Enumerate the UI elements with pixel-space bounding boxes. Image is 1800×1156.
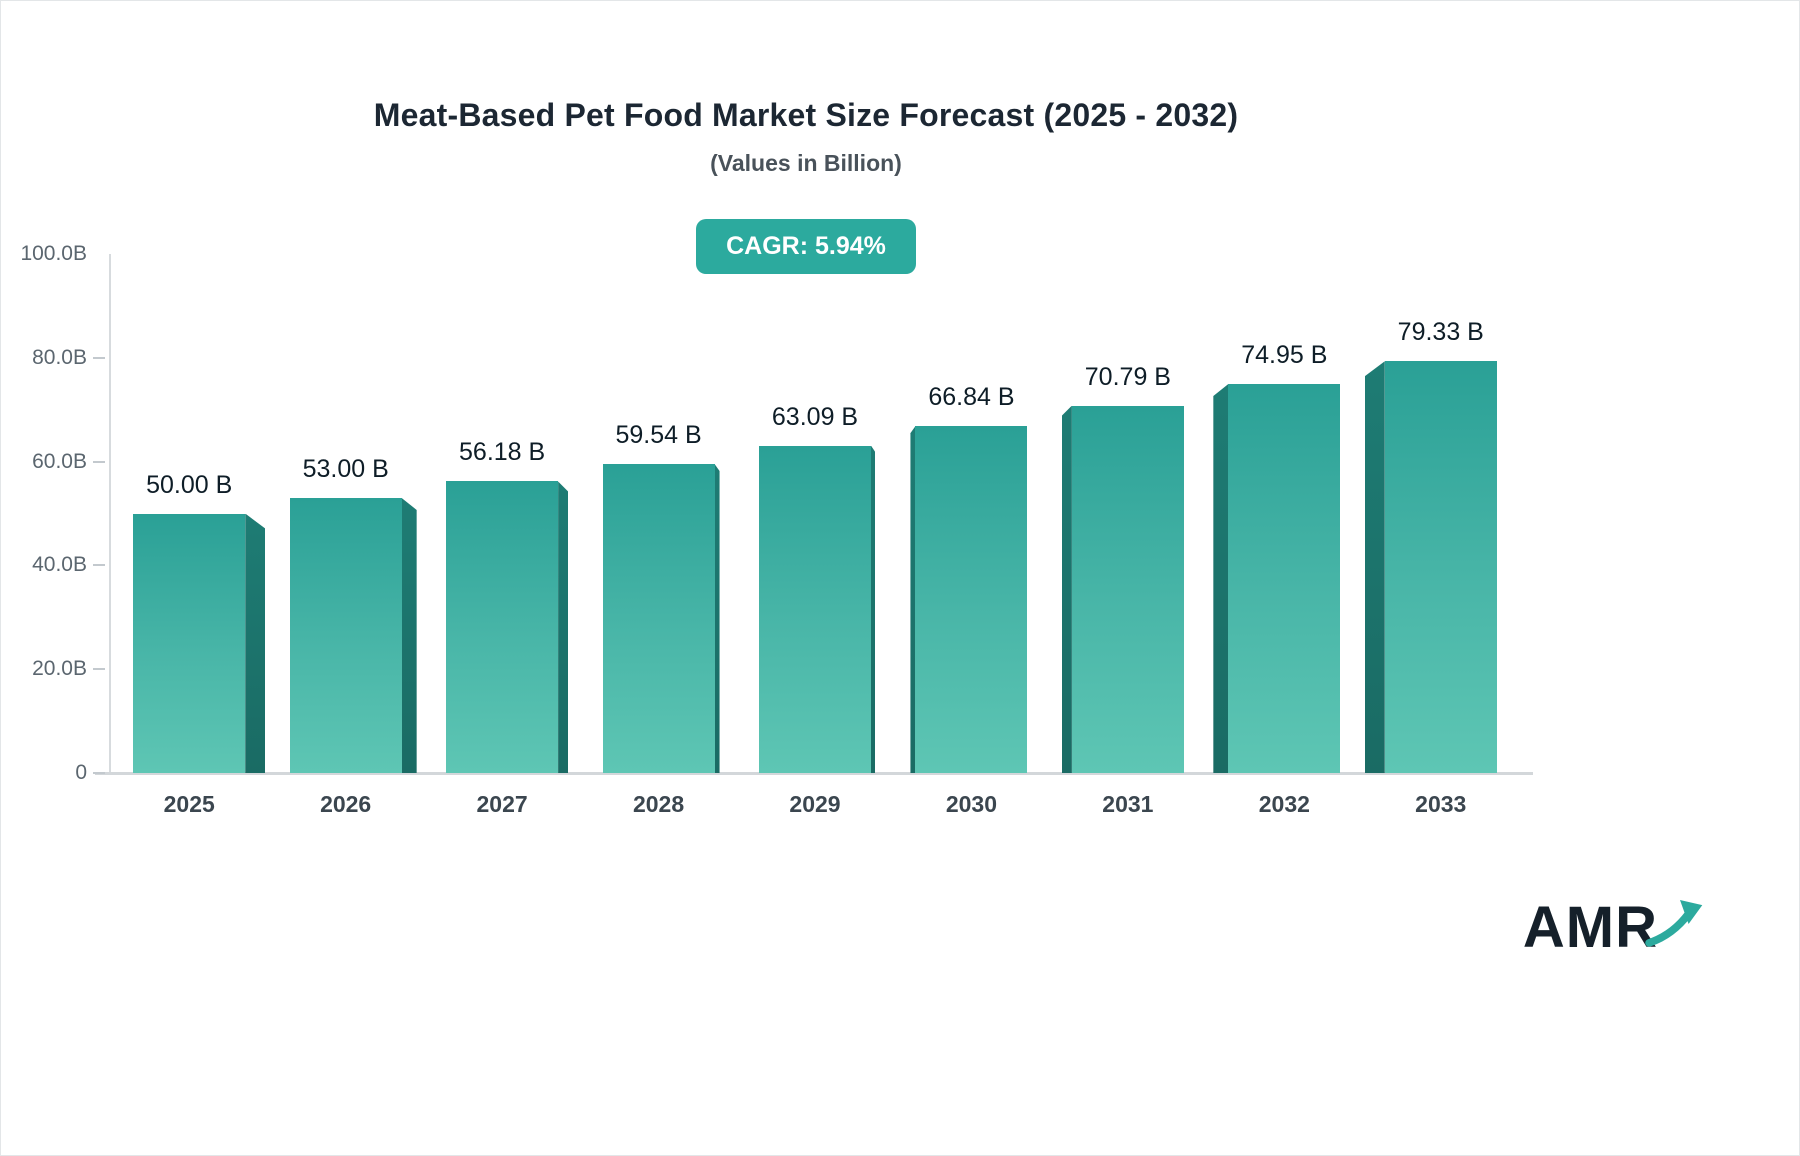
cagr-badge: CAGR: 5.94% bbox=[696, 219, 916, 274]
bar-side-face bbox=[871, 445, 875, 773]
bar-group: 50.00 B bbox=[133, 471, 266, 773]
bar-group: 66.84 B bbox=[910, 383, 1028, 773]
bar-value-label: 50.00 B bbox=[146, 470, 233, 499]
y-tick-mark bbox=[93, 460, 105, 463]
logo: AMR bbox=[1523, 894, 1704, 961]
bar-value-label: 53.00 B bbox=[302, 454, 389, 483]
bar bbox=[915, 426, 1028, 773]
bar-group: 59.54 B bbox=[602, 421, 720, 773]
y-tick-label: 100.0B bbox=[20, 242, 87, 265]
bar-group: 74.95 B bbox=[1213, 341, 1341, 773]
bar bbox=[1071, 405, 1184, 773]
bar bbox=[1228, 384, 1341, 773]
bar-side-face bbox=[1061, 405, 1072, 773]
y-tick-label: 20.0B bbox=[32, 657, 87, 681]
bar-value-label: 74.95 B bbox=[1241, 341, 1328, 370]
bar-group: 56.18 B bbox=[446, 438, 569, 773]
x-tick-label: 2025 bbox=[163, 791, 215, 817]
x-axis-line bbox=[95, 772, 1533, 775]
bar-side-face bbox=[714, 464, 720, 773]
chart-title: Meat-Based Pet Food Market Size Forecast… bbox=[373, 97, 1239, 133]
plot-area: 100.0B 80.0B 60.0B 40.0B 20.0B 0 50.00 B 2025 53… bbox=[20, 242, 1533, 817]
x-tick-label: 2033 bbox=[1415, 791, 1467, 817]
y-tick-label: 40.0B bbox=[32, 553, 87, 577]
y-tick-mark bbox=[93, 564, 105, 567]
y-tick-mark bbox=[93, 668, 105, 671]
bar-value-label: 70.79 B bbox=[1084, 362, 1171, 391]
bar-side-face bbox=[245, 513, 266, 773]
y-axis-line bbox=[109, 254, 111, 773]
x-tick-label: 2027 bbox=[476, 791, 528, 817]
y-tick-label: 60.0B bbox=[32, 449, 87, 473]
logo-text: AMR bbox=[1522, 895, 1658, 960]
y-tick-label: 0 bbox=[75, 761, 87, 784]
bar bbox=[133, 513, 246, 773]
chart-subtitle: (Values in Billion) bbox=[710, 150, 902, 176]
x-tick-label: 2030 bbox=[945, 791, 998, 817]
x-tick-label: 2028 bbox=[632, 791, 685, 817]
x-tick-label: 2026 bbox=[320, 791, 372, 817]
bar-side-face bbox=[910, 426, 916, 773]
bar-value-label: 56.18 B bbox=[459, 438, 546, 467]
bar-side-face bbox=[401, 497, 417, 773]
bar-group: 79.33 B bbox=[1364, 318, 1497, 773]
bar-group: 53.00 B bbox=[289, 455, 417, 773]
bar-group: 70.79 B bbox=[1061, 363, 1184, 773]
bar-side-face bbox=[1364, 361, 1385, 773]
chart-header: Meat-Based Pet Food Market Size Forecast… bbox=[1, 1, 1611, 274]
x-tick-label: 2031 bbox=[1102, 791, 1154, 817]
bar-value-label: 66.84 B bbox=[928, 383, 1015, 412]
bar bbox=[1384, 361, 1497, 773]
bar-group: 63.09 B bbox=[759, 403, 875, 773]
x-tick-label: 2032 bbox=[1258, 791, 1310, 817]
y-tick-mark bbox=[93, 772, 105, 774]
bar-value-label: 63.09 B bbox=[771, 402, 859, 431]
bar bbox=[602, 464, 715, 773]
bar bbox=[289, 497, 402, 773]
bar-value-label: 79.33 B bbox=[1397, 318, 1484, 347]
logo-arrow-icon bbox=[1645, 899, 1703, 947]
bar bbox=[759, 445, 871, 773]
bar bbox=[446, 481, 559, 773]
bar-side-face bbox=[558, 481, 569, 773]
bar-value-label: 59.54 B bbox=[615, 421, 702, 449]
x-tick-label: 2029 bbox=[789, 791, 841, 817]
y-tick-label: 80.0B bbox=[32, 345, 87, 369]
y-tick-mark bbox=[93, 356, 105, 359]
bar-side-face bbox=[1213, 384, 1229, 773]
